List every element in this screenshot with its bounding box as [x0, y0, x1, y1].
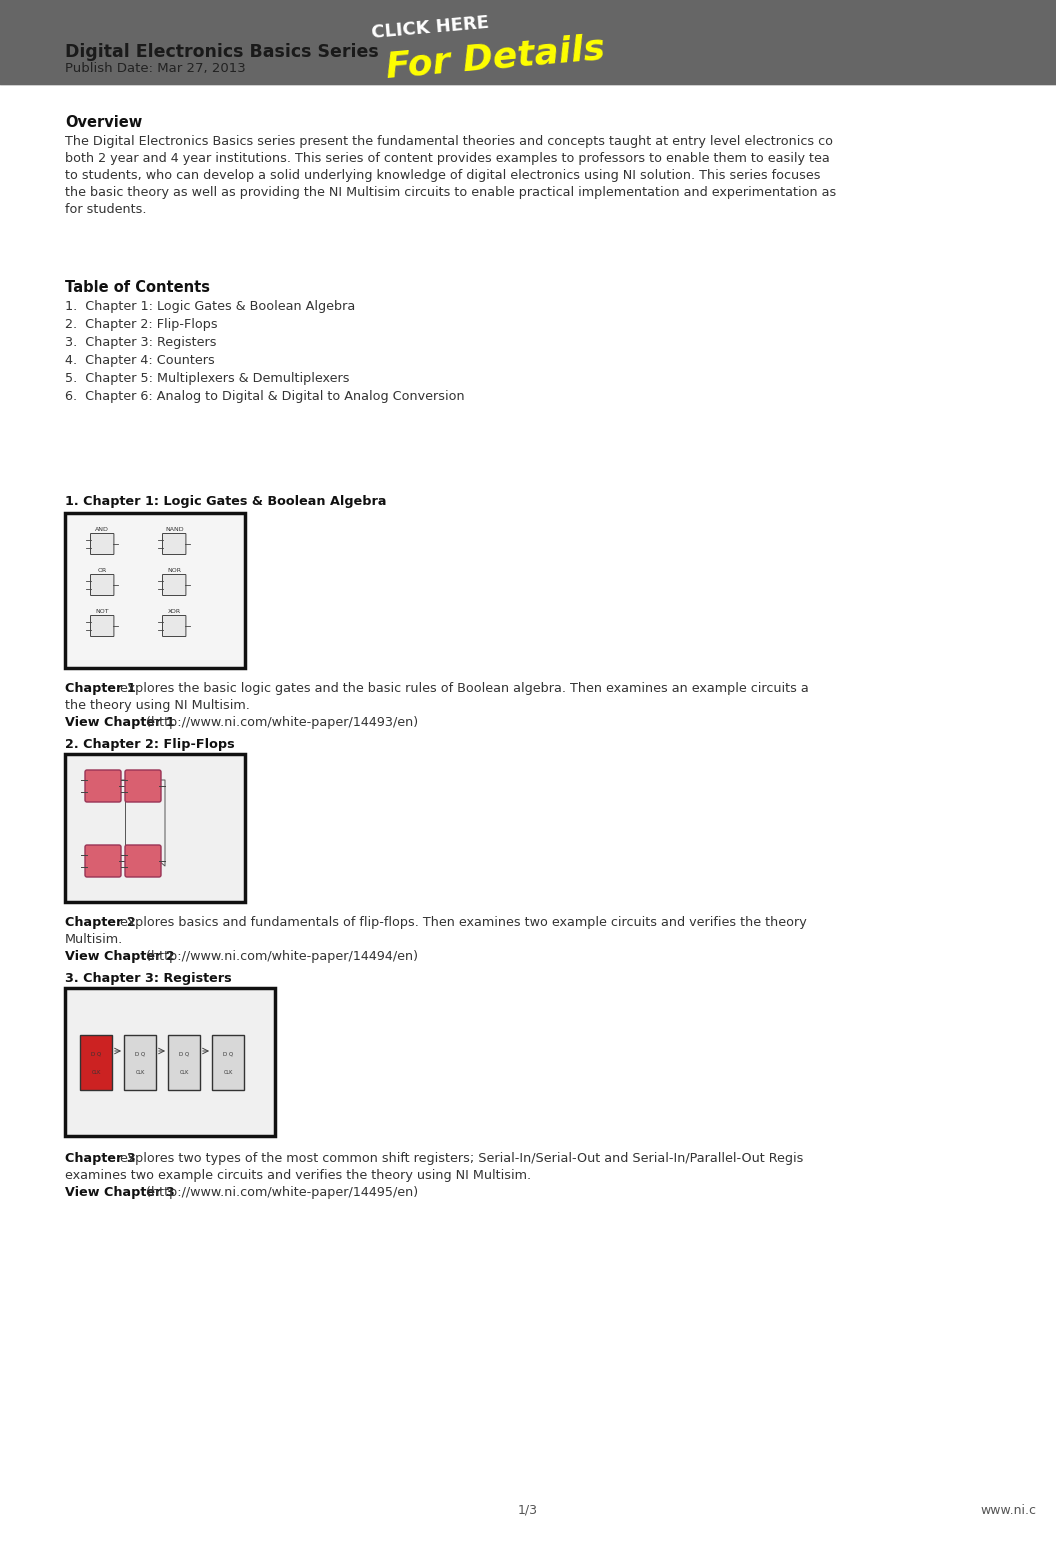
Text: 5.  Chapter 5: Multiplexers & Demultiplexers: 5. Chapter 5: Multiplexers & Demultiplex… — [65, 371, 350, 385]
FancyBboxPatch shape — [163, 615, 186, 636]
Text: For Details: For Details — [385, 31, 607, 85]
Text: Digital Electronics Basics Series: Digital Electronics Basics Series — [65, 43, 379, 62]
Text: for students.: for students. — [65, 203, 147, 216]
Text: Chapter 3: Chapter 3 — [65, 1153, 136, 1165]
Text: CLICK HERE: CLICK HERE — [371, 14, 490, 42]
Text: View Chapter 2: View Chapter 2 — [65, 949, 174, 963]
Text: View Chapter 3: View Chapter 3 — [65, 1187, 174, 1199]
Text: explores basics and fundamentals of flip-flops. Then examines two example circui: explores basics and fundamentals of flip… — [116, 915, 807, 929]
Text: D Q: D Q — [178, 1051, 189, 1056]
Text: examines two example circuits and verifies the theory using NI Multisim.: examines two example circuits and verifi… — [65, 1170, 531, 1182]
Text: Overview: Overview — [65, 116, 143, 129]
Bar — [0, 0, 1056, 85]
Text: (http://www.ni.com/white-paper/14495/en): (http://www.ni.com/white-paper/14495/en) — [143, 1187, 418, 1199]
Text: NOT: NOT — [95, 609, 109, 613]
Text: 2.  Chapter 2: Flip-Flops: 2. Chapter 2: Flip-Flops — [65, 317, 218, 331]
Text: 4.  Chapter 4: Counters: 4. Chapter 4: Counters — [65, 354, 214, 367]
Text: explores the basic logic gates and the basic rules of Boolean algebra. Then exam: explores the basic logic gates and the b… — [116, 683, 809, 695]
Bar — [80, 1034, 112, 1089]
Text: both 2 year and 4 year institutions. This series of content provides examples to: both 2 year and 4 year institutions. Thi… — [65, 153, 830, 165]
Text: AND: AND — [95, 527, 109, 532]
Text: Multisim.: Multisim. — [65, 932, 124, 946]
Text: Publish Date: Mar 27, 2013: Publish Date: Mar 27, 2013 — [65, 62, 246, 74]
Text: explores two types of the most common shift registers; Serial-In/Serial-Out and : explores two types of the most common sh… — [116, 1153, 804, 1165]
Text: NOR: NOR — [167, 569, 182, 573]
Text: 1/3: 1/3 — [518, 1504, 538, 1516]
FancyBboxPatch shape — [91, 615, 114, 636]
Text: (http://www.ni.com/white-paper/14493/en): (http://www.ni.com/white-paper/14493/en) — [143, 717, 418, 729]
FancyBboxPatch shape — [125, 770, 161, 801]
Text: 1. Chapter 1: Logic Gates & Boolean Algebra: 1. Chapter 1: Logic Gates & Boolean Alge… — [65, 495, 386, 509]
Text: 1.  Chapter 1: Logic Gates & Boolean Algebra: 1. Chapter 1: Logic Gates & Boolean Alge… — [65, 300, 355, 313]
FancyBboxPatch shape — [163, 533, 186, 555]
Text: CLK: CLK — [180, 1071, 189, 1076]
FancyBboxPatch shape — [84, 770, 121, 801]
Bar — [65, 513, 245, 667]
Text: D Q: D Q — [135, 1051, 145, 1056]
Text: www.ni.c: www.ni.c — [980, 1504, 1036, 1516]
Text: the theory using NI Multisim.: the theory using NI Multisim. — [65, 700, 250, 712]
Text: CLK: CLK — [223, 1071, 232, 1076]
Text: to students, who can develop a solid underlying knowledge of digital electronics: to students, who can develop a solid und… — [65, 170, 825, 182]
Text: The Digital Electronics Basics series present the fundamental theories and conce: The Digital Electronics Basics series pr… — [65, 136, 833, 148]
Bar — [168, 1034, 200, 1089]
Text: Chapter 2: Chapter 2 — [65, 915, 136, 929]
FancyBboxPatch shape — [84, 844, 121, 877]
Bar — [124, 1034, 156, 1089]
Text: CLK: CLK — [91, 1071, 100, 1076]
Text: XOR: XOR — [168, 609, 181, 613]
Text: 6.  Chapter 6: Analog to Digital & Digital to Analog Conversion: 6. Chapter 6: Analog to Digital & Digita… — [65, 390, 465, 404]
Text: D Q: D Q — [223, 1051, 233, 1056]
FancyBboxPatch shape — [163, 575, 186, 595]
FancyBboxPatch shape — [91, 575, 114, 595]
Bar — [65, 988, 275, 1136]
Text: 3.  Chapter 3: Registers: 3. Chapter 3: Registers — [65, 336, 216, 348]
Text: View Chapter 1: View Chapter 1 — [65, 717, 174, 729]
Text: NAND: NAND — [165, 527, 184, 532]
Text: Table of Contents: Table of Contents — [65, 280, 210, 294]
Text: OR: OR — [97, 569, 107, 573]
Text: 3. Chapter 3: Registers: 3. Chapter 3: Registers — [65, 972, 231, 985]
Text: D Q: D Q — [91, 1051, 101, 1056]
Text: CLK: CLK — [135, 1071, 145, 1076]
Text: 2. Chapter 2: Flip-Flops: 2. Chapter 2: Flip-Flops — [65, 738, 234, 750]
Text: Chapter 1: Chapter 1 — [65, 683, 136, 695]
FancyBboxPatch shape — [91, 533, 114, 555]
Text: (http://www.ni.com/white-paper/14494/en): (http://www.ni.com/white-paper/14494/en) — [143, 949, 418, 963]
Bar — [65, 754, 245, 901]
Text: the basic theory as well as providing the NI Multisim circuits to enable practic: the basic theory as well as providing th… — [65, 186, 836, 199]
FancyBboxPatch shape — [125, 844, 161, 877]
Bar — [212, 1034, 244, 1089]
